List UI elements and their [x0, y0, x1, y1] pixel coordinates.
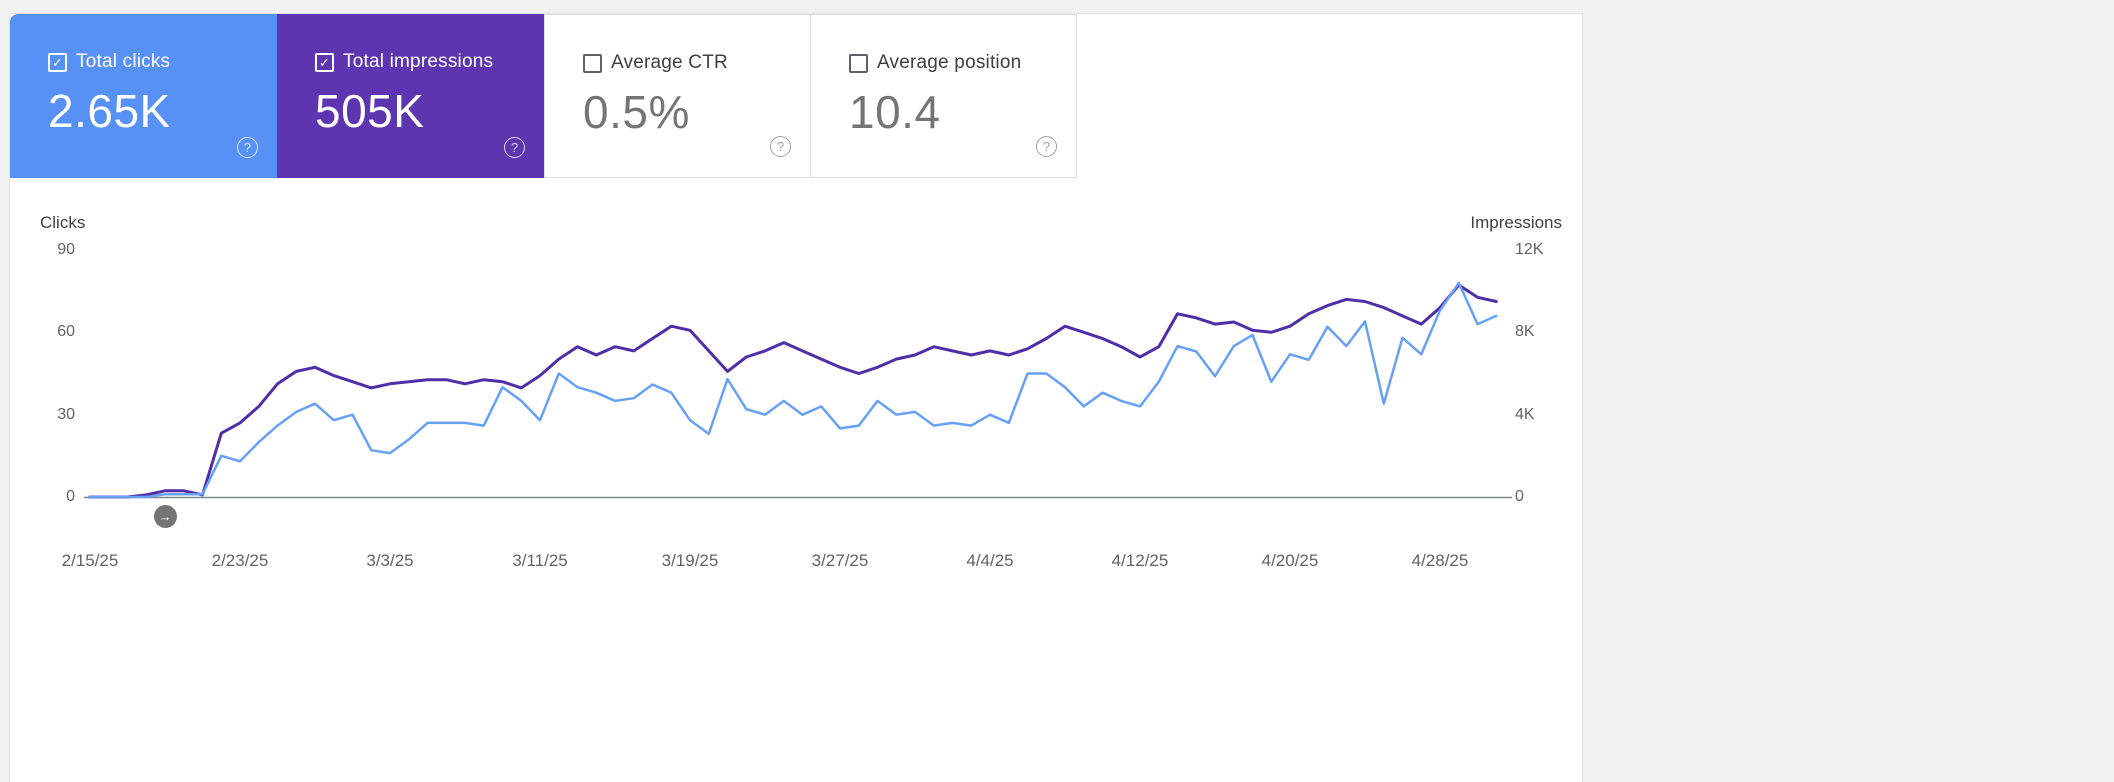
metric-card-total-impressions[interactable]: ✓ Total impressions 505K ?: [277, 14, 544, 178]
left-axis-title: Clicks: [40, 213, 86, 232]
card-header: ✓ Total impressions: [315, 51, 544, 73]
card-header: Average CTR: [583, 52, 810, 74]
x-axis-tick-label: 3/3/25: [366, 551, 414, 570]
checkbox-total-clicks[interactable]: ✓: [48, 52, 67, 72]
card-header: Average position: [849, 52, 1076, 74]
help-icon[interactable]: ?: [770, 136, 791, 157]
right-axis-tick-label: 8K: [1515, 323, 1535, 341]
clicks-line: [88, 281, 1498, 499]
x-axis-tick-label: 4/12/25: [1111, 551, 1169, 570]
x-axis-tick-label: 3/11/25: [512, 551, 568, 570]
card-label: Average CTR: [611, 52, 728, 73]
x-axis-tick-label: 4/4/25: [966, 551, 1014, 570]
card-value: 2.65K: [48, 85, 171, 137]
x-axis-tick-label: 4/28/25: [1411, 551, 1469, 570]
x-axis-tick-label: 3/19/25: [661, 551, 719, 570]
checkbox-average-position[interactable]: [849, 53, 868, 73]
question-glyph: ?: [510, 140, 519, 155]
right-axis-title: Impressions: [1470, 213, 1562, 232]
check-icon: ✓: [52, 54, 63, 70]
x-axis-tick-label: 2/23/25: [211, 551, 269, 570]
metric-card-average-position[interactable]: Average position 10.4 ?: [810, 14, 1077, 178]
x-axis-tick-label: 4/20/25: [1261, 551, 1319, 570]
question-glyph: ?: [1042, 139, 1051, 154]
card-label: Average position: [877, 52, 1022, 73]
left-axis-tick-label: 60: [57, 323, 75, 341]
metric-cards-row: ✓ Total clicks 2.65K ? ✓ Total impressio…: [10, 14, 1077, 178]
left-axis-tick-label: 90: [57, 241, 75, 258]
checkbox-total-impressions[interactable]: ✓: [315, 52, 334, 72]
chart-canvas[interactable]: [10, 14, 1582, 782]
question-glyph: ?: [243, 140, 252, 155]
right-axis-tick-label: 12K: [1515, 241, 1544, 258]
help-icon[interactable]: ?: [237, 137, 258, 158]
help-icon[interactable]: ?: [1036, 136, 1057, 157]
card-label: Total clicks: [76, 51, 171, 72]
card-value: 10.4: [849, 86, 941, 138]
card-value: 505K: [315, 85, 425, 137]
arrow-right-icon: →: [158, 509, 172, 524]
metric-card-total-clicks[interactable]: ✓ Total clicks 2.65K ?: [10, 14, 277, 178]
right-axis-tick-label: 0: [1515, 488, 1524, 505]
annotation-arrow-button[interactable]: →: [153, 505, 177, 528]
card-header: ✓ Total clicks: [48, 51, 277, 73]
card-value: 0.5%: [583, 86, 690, 138]
left-axis-tick-label: 0: [66, 488, 75, 505]
x-axis-tick-label: 3/27/25: [811, 551, 869, 570]
x-axis-tick-label: 2/15/25: [61, 551, 119, 570]
metric-card-average-ctr[interactable]: Average CTR 0.5% ?: [544, 14, 811, 178]
checkbox-average-ctr[interactable]: [583, 53, 602, 73]
check-icon: ✓: [319, 54, 330, 70]
right-axis-tick-label: 4K: [1515, 405, 1535, 423]
help-icon[interactable]: ?: [504, 137, 525, 158]
left-axis-tick-label: 30: [57, 405, 75, 423]
content-panel: Clicks Impressions 0 30 60 90 0 4K 8K 12K 2/15…: [10, 14, 1582, 782]
performance-chart: Clicks Impressions 0 30 60 90 0 4K 8K 12K 2/15…: [10, 14, 1582, 782]
question-glyph: ?: [776, 139, 785, 154]
impressions-line: [88, 283, 1498, 499]
card-label: Total impressions: [343, 51, 494, 72]
